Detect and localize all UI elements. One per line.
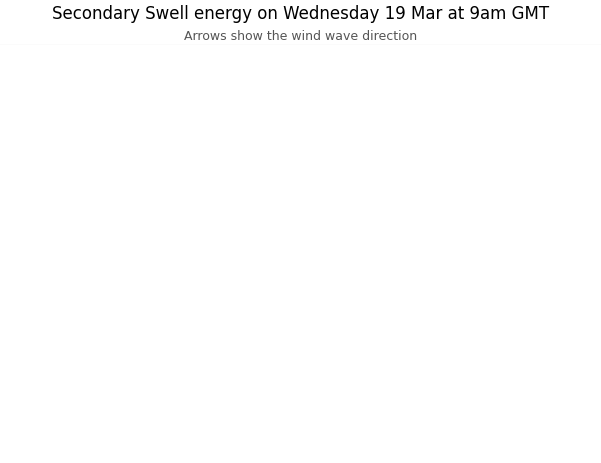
Text: Secondary Swell energy on Wednesday 19 Mar at 9am GMT: Secondary Swell energy on Wednesday 19 M…	[52, 5, 549, 23]
Text: cartopy required: cartopy required	[243, 247, 358, 261]
Text: Arrows show the wind wave direction: Arrows show the wind wave direction	[184, 30, 417, 43]
